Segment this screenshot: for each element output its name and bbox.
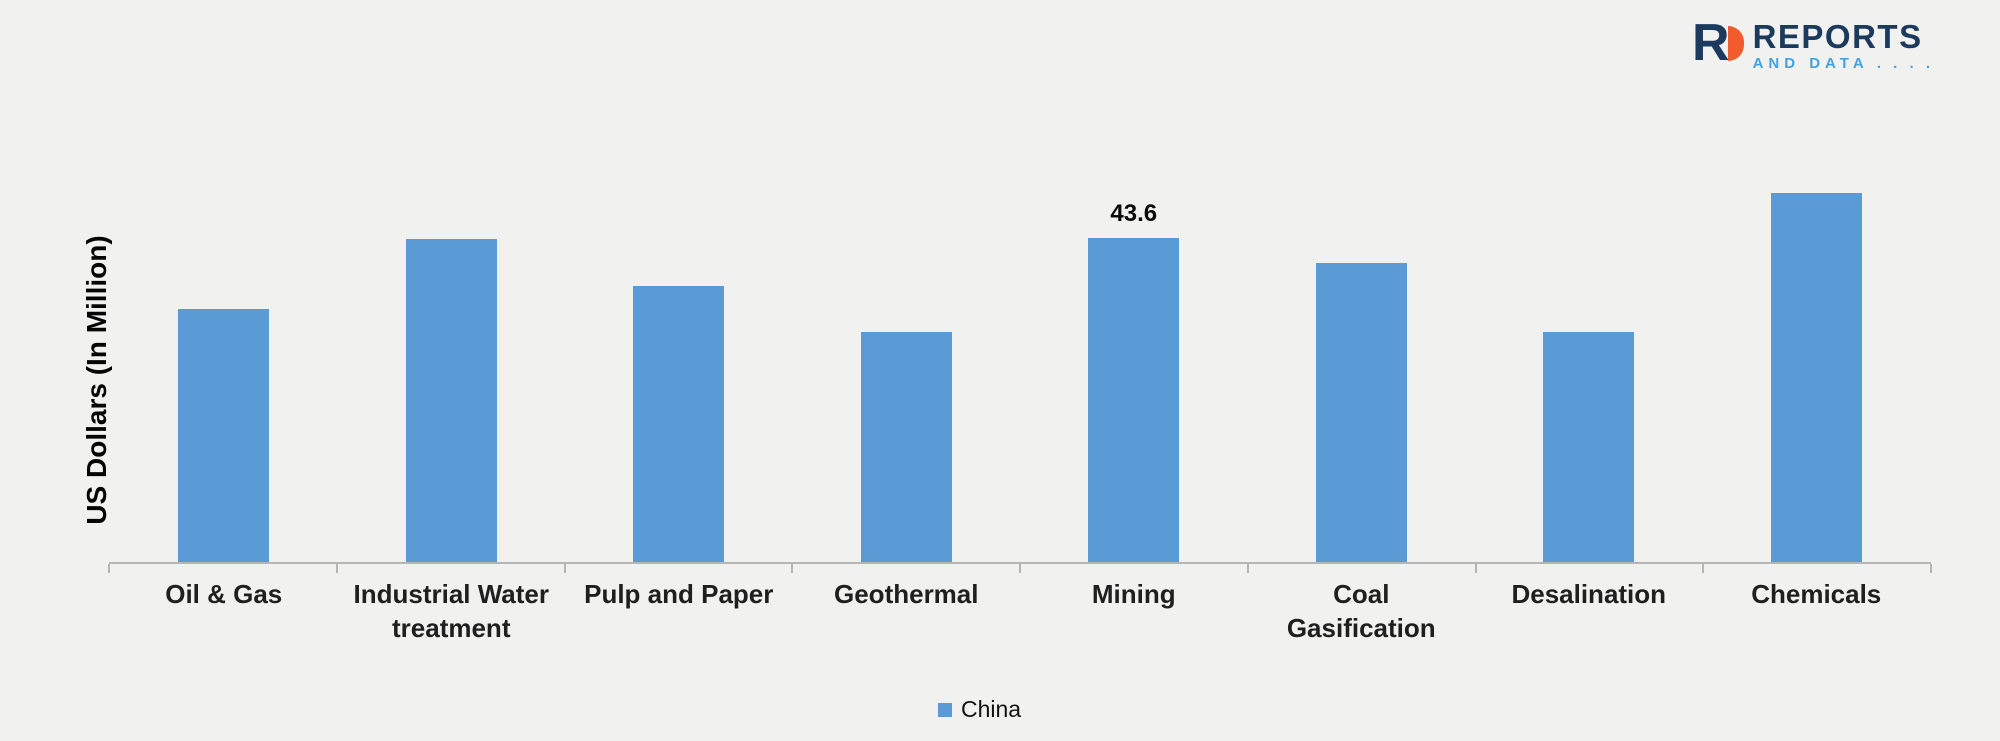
category-labels: Oil & Gas Industrial Water treatment Pulp … <box>110 577 1930 645</box>
bar-column <box>338 153 566 563</box>
bar-chemicals <box>1770 193 1862 563</box>
bar-column <box>110 153 338 563</box>
logo-anddata-label: AND DATA <box>1752 54 1869 72</box>
plot-columns: 43.6 <box>110 153 1930 563</box>
category-label: Pulp and Paper <box>584 579 774 609</box>
bar-desalination <box>1543 332 1635 563</box>
axis-tick <box>1246 564 1249 573</box>
bar-column <box>793 153 1021 563</box>
logo-r-glyph: R <box>1692 14 1730 72</box>
bar-column <box>1703 153 1931 563</box>
y-axis-title: US Dollars (In Million) <box>81 235 112 525</box>
category-label: Coal Gasification <box>1286 579 1436 643</box>
legend: China <box>938 696 1021 723</box>
axis-tick <box>1930 564 1932 573</box>
category-label: Chemicals <box>1751 579 1882 609</box>
axis-tick <box>1019 564 1021 573</box>
logo-text: REPORTS AND DATA . . . . <box>1752 18 1934 71</box>
x-axis-ticks <box>108 564 1932 574</box>
logo-dots: . . . . <box>1868 54 1935 72</box>
bar-column <box>565 153 793 563</box>
axis-tick <box>108 564 110 573</box>
category-label: Oil & Gas <box>165 579 283 609</box>
bar-oil-gas <box>178 309 270 563</box>
axis-tick <box>1702 564 1705 573</box>
category-label: Mining <box>1091 579 1176 609</box>
logo-d-shape-icon <box>1727 25 1744 61</box>
logo-mark: R <box>1692 14 1744 72</box>
bar-coal-gasification <box>1315 263 1407 563</box>
bar-pulp-and-paper <box>633 286 725 563</box>
bar-column <box>1475 153 1703 563</box>
legend-swatch-china <box>938 702 952 717</box>
category-label: Industrial Water treatment <box>353 579 549 643</box>
category-label: Desalination <box>1511 579 1667 609</box>
axis-tick <box>791 564 794 573</box>
bar-geothermal <box>860 332 952 563</box>
logo-anddata-text: AND DATA . . . . <box>1753 56 1934 71</box>
axis-tick <box>335 564 338 573</box>
x-axis-line <box>109 562 1931 564</box>
axis-tick <box>1474 564 1477 573</box>
reports-and-data-logo: R REPORTS AND DATA . . . . <box>1692 14 1934 72</box>
legend-label-china: China <box>961 696 1022 722</box>
bar-mining <box>1088 238 1180 563</box>
plot-area: 43.6 Oil & Gas Industrial Water treatment… <box>108 153 1932 643</box>
data-label: 43.6 <box>1110 200 1158 227</box>
category-label: Geothermal <box>834 579 979 609</box>
logo-reports-text: REPORTS <box>1752 18 1923 55</box>
axis-tick <box>563 564 566 573</box>
bar-column <box>1248 153 1476 563</box>
bar-column: 43.6 <box>1020 153 1248 563</box>
bar-industrial-water-treatment <box>405 239 497 563</box>
